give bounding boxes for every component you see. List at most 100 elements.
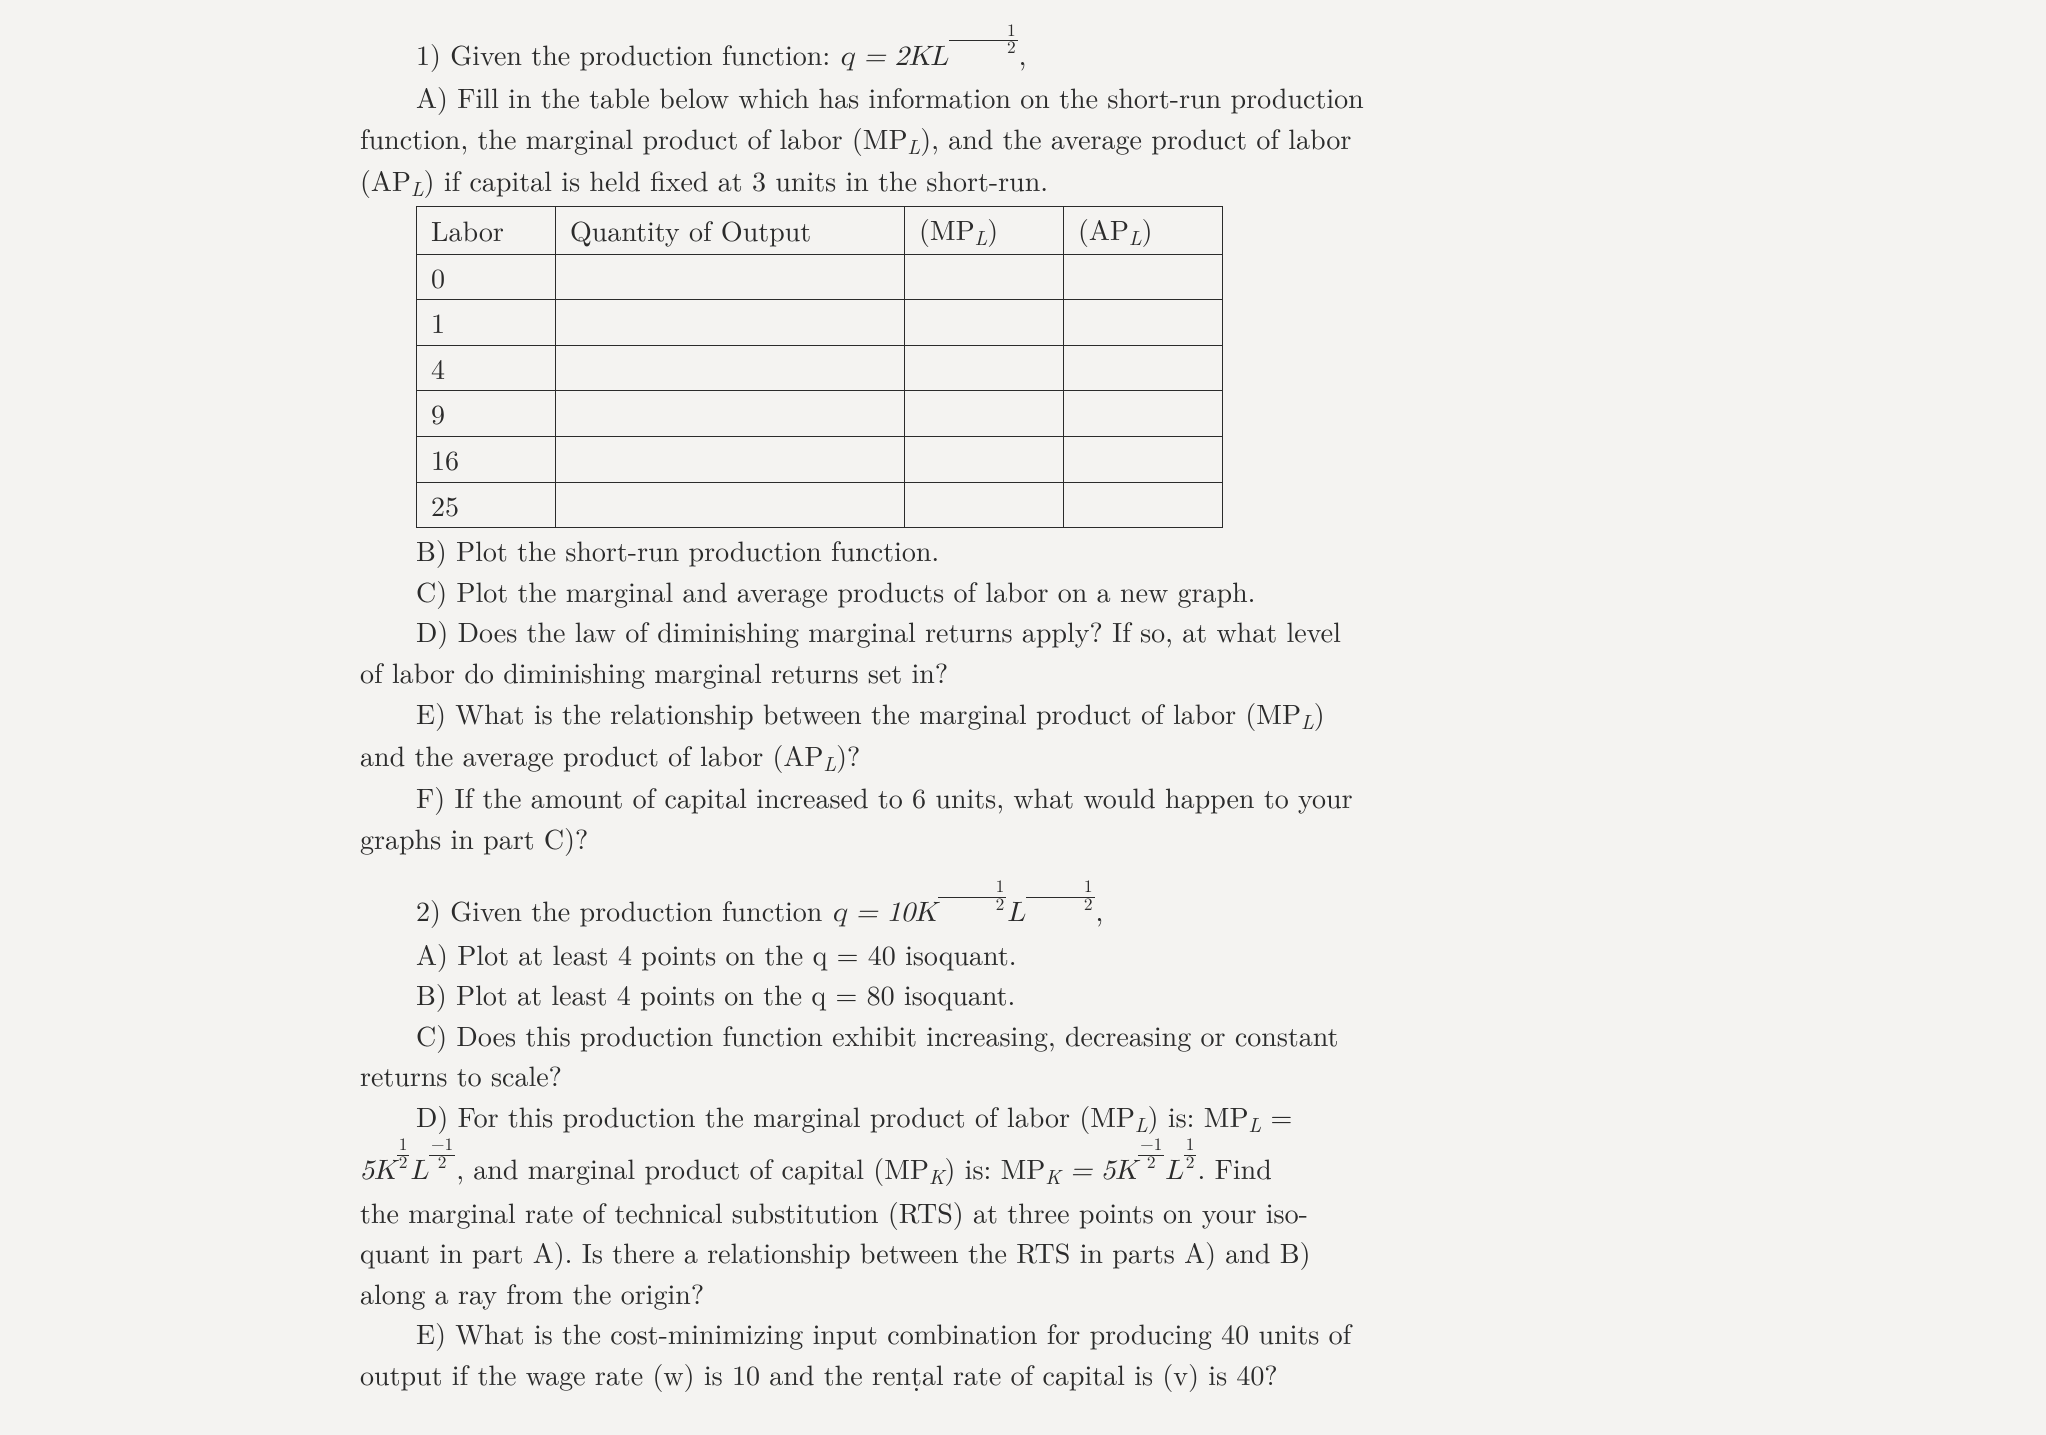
cell-mp [905, 437, 1064, 483]
q2-D-mpk: = 5K−12L12 [1070, 1157, 1197, 1185]
sub-L: L [1301, 706, 1314, 735]
sub-L: L [1135, 1109, 1148, 1138]
cell-mp [905, 345, 1064, 391]
q1-A-line2: function, the marginal product of labor … [360, 118, 1686, 160]
q2-prod-fn: q = 10K12L12 [832, 899, 1096, 927]
cell-q [556, 300, 905, 346]
th-mpl: (MPL) [905, 207, 1064, 254]
th-mpl-post: ) [987, 209, 998, 249]
q1-table: Labor Quantity of Output (MPL) (APL) 0 1… [416, 206, 1223, 528]
q1-F-line1: F) If the amount of capital increased to… [360, 777, 1686, 818]
cell-q [556, 345, 905, 391]
q2-fn-prefix: q = 10K [832, 899, 937, 927]
num: 1 [1184, 1138, 1197, 1155]
den: 2 [1138, 1156, 1164, 1172]
cell-mp [905, 254, 1064, 300]
cell-ap [1064, 254, 1223, 300]
cell-labor: 1 [417, 300, 556, 346]
th-apl-pre: (AP [1078, 209, 1129, 249]
sub-L: L [908, 131, 921, 160]
cell-q [556, 391, 905, 437]
q2-D-line5: along a ray from the origin? [360, 1273, 1686, 1314]
q2-D-line1: D) For this production the marginal prod… [360, 1096, 1686, 1138]
q2-intro-tail: , [1096, 890, 1104, 930]
q2-Kexp-num: 1 [938, 880, 1007, 897]
q1-prod-fn-prefix: q = 2KL [839, 43, 947, 71]
cell-mp [905, 391, 1064, 437]
num: 1 [397, 1138, 410, 1155]
q1-A-line3-b: ) if capital is held fixed at 3 units in… [424, 160, 1048, 200]
num: −1 [429, 1138, 455, 1155]
q2-C-line1: C) Does this production function exhibit… [360, 1015, 1686, 1056]
q2-intro-a: 2) Given the production function [416, 890, 832, 930]
q1-intro: 1) Given the production function: q = 2K… [360, 24, 1686, 77]
q2-E-line2: output if the wage rate (w) is 10 and th… [360, 1354, 1686, 1395]
q2-Lexp-num: 1 [1026, 880, 1095, 897]
q1-E-line2-b: )? [836, 735, 860, 775]
q1-A-line3: (APL) if capital is held fixed at 3 unit… [360, 160, 1686, 202]
table-header-row: Labor Quantity of Output (MPL) (APL) [417, 207, 1223, 254]
th-quantity: Quantity of Output [556, 207, 905, 254]
q1-A-line1: A) Fill in the table below which has inf… [360, 77, 1686, 118]
q2-C-line2: returns to scale? [360, 1055, 1686, 1096]
cell-labor: 16 [417, 437, 556, 483]
q1-A-line2-b: ), and the average product of labor [920, 118, 1351, 158]
q2-E-line1: E) What is the cost-minimizing input com… [360, 1313, 1686, 1354]
sub-L: L [1129, 222, 1142, 251]
table-row: 4 [417, 345, 1223, 391]
q2-D-line2: 5K12L−12, and marginal product of capita… [360, 1138, 1686, 1191]
den: 2 [1184, 1156, 1197, 1172]
q2-D-l2-c: , and marginal product of capital (MP [456, 1148, 929, 1188]
q2-Lexp-den: 2 [1026, 898, 1095, 914]
q2-D-l2-a: 5K [360, 1157, 396, 1185]
q2-D-l1-b: ) is: MP [1148, 1096, 1249, 1136]
th-mpl-pre: (MP [919, 209, 975, 249]
q2-A: A) Plot at least 4 points on the q = 40 … [360, 934, 1686, 975]
q1-F-line2: graphs in part C)? [360, 818, 1686, 859]
q2-D-Lexp2: 12 [1183, 1138, 1198, 1172]
q2-fn-mid: L [1007, 899, 1025, 927]
q1-E-line1-a: E) What is the relationship between the … [416, 693, 1301, 733]
cell-q [556, 437, 905, 483]
q2-D-Kexp1: 12 [396, 1138, 411, 1172]
q1-prod-fn-exp-den: 2 [949, 41, 1018, 57]
cell-ap [1064, 345, 1223, 391]
q2-D-line4: quant in part A). Is there a relationshi… [360, 1232, 1686, 1273]
cell-labor: 25 [417, 482, 556, 528]
q1-B: B) Plot the short-run production functio… [360, 530, 1686, 571]
q2-D-l2-g: . Find [1197, 1148, 1271, 1188]
q1-D-line1: D) Does the law of diminishing marginal … [360, 611, 1686, 652]
cell-mp [905, 300, 1064, 346]
q1-E-line2-a: and the average product of labor (AP [360, 735, 823, 775]
q1-E-line1: E) What is the relationship between the … [360, 693, 1686, 735]
cell-ap [1064, 300, 1223, 346]
cell-ap [1064, 482, 1223, 528]
q2-Kexp: 12 [937, 880, 1008, 914]
q2-D-l2-f: L [1165, 1157, 1183, 1185]
q1-intro-text: 1) Given the production function: [416, 34, 839, 74]
table-row: 1 [417, 300, 1223, 346]
table-row: 25 [417, 482, 1223, 528]
q2-B: B) Plot at least 4 points on the q = 80 … [360, 974, 1686, 1015]
sub-L: L [411, 173, 424, 202]
q2-D-l2-b: L [410, 1157, 428, 1185]
cell-q [556, 254, 905, 300]
q2-D-l2-e: = 5K [1070, 1157, 1137, 1185]
sub-K: K [929, 1161, 945, 1190]
q1-A-line2-a: function, the marginal product of labor … [360, 118, 908, 158]
q2-D-mpl: 5K12L−12 [360, 1157, 456, 1185]
q2-D-Kexp2: −12 [1137, 1138, 1165, 1172]
cell-labor: 0 [417, 254, 556, 300]
sub-L: L [823, 748, 836, 777]
q1-prod-fn-exp-num: 1 [949, 24, 1018, 41]
q2-D-l2-d: ) is: MP [944, 1148, 1045, 1188]
q1-intro-tail: , [1019, 34, 1027, 74]
q1-D-line2: of labor do diminishing marginal returns… [360, 652, 1686, 693]
sub-L: L [975, 222, 988, 251]
cell-mp [905, 482, 1064, 528]
table-row: 16 [417, 437, 1223, 483]
sub-K: K [1045, 1161, 1061, 1190]
page: 1) Given the production function: q = 2K… [0, 0, 2046, 1435]
q1-E-line2: and the average product of labor (APL)? [360, 735, 1686, 777]
sub-L: L [1249, 1109, 1262, 1138]
